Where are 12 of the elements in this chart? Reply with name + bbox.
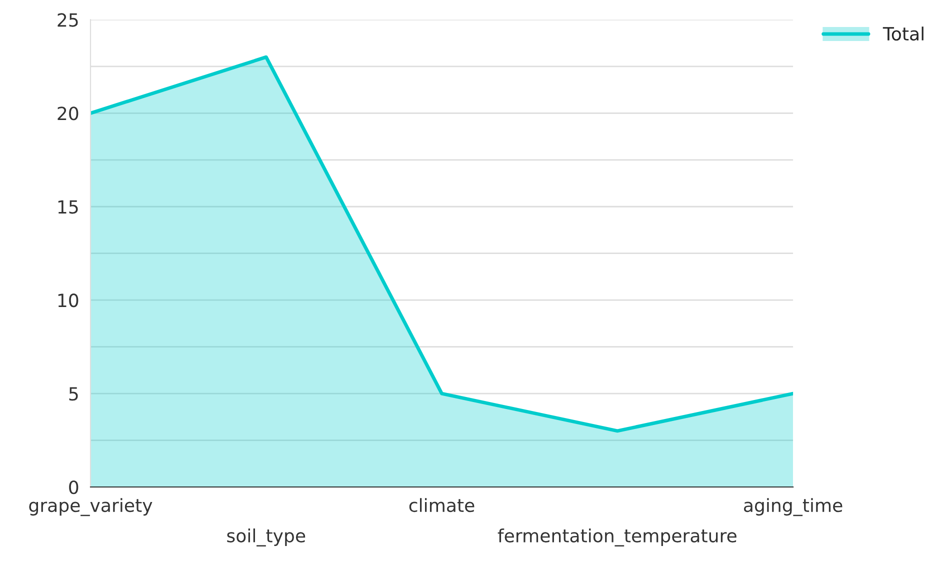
x-tick-label: soil_type [227,528,306,546]
y-tick-label: 10 [58,294,78,308]
y-tick-label: 15 [58,200,78,214]
y-tick-label: 25 [58,13,78,27]
y-tick-label: 20 [58,106,78,120]
legend-label: Total [882,26,924,41]
y-tick-label: 0 [69,480,78,494]
x-tick-label: aging_time [744,498,842,516]
x-tick-label: climate [409,498,474,512]
x-tick-label: fermentation_temperature [498,528,736,546]
x-tick-label: grape_variety [29,498,152,516]
y-tick-label: 5 [69,387,78,401]
